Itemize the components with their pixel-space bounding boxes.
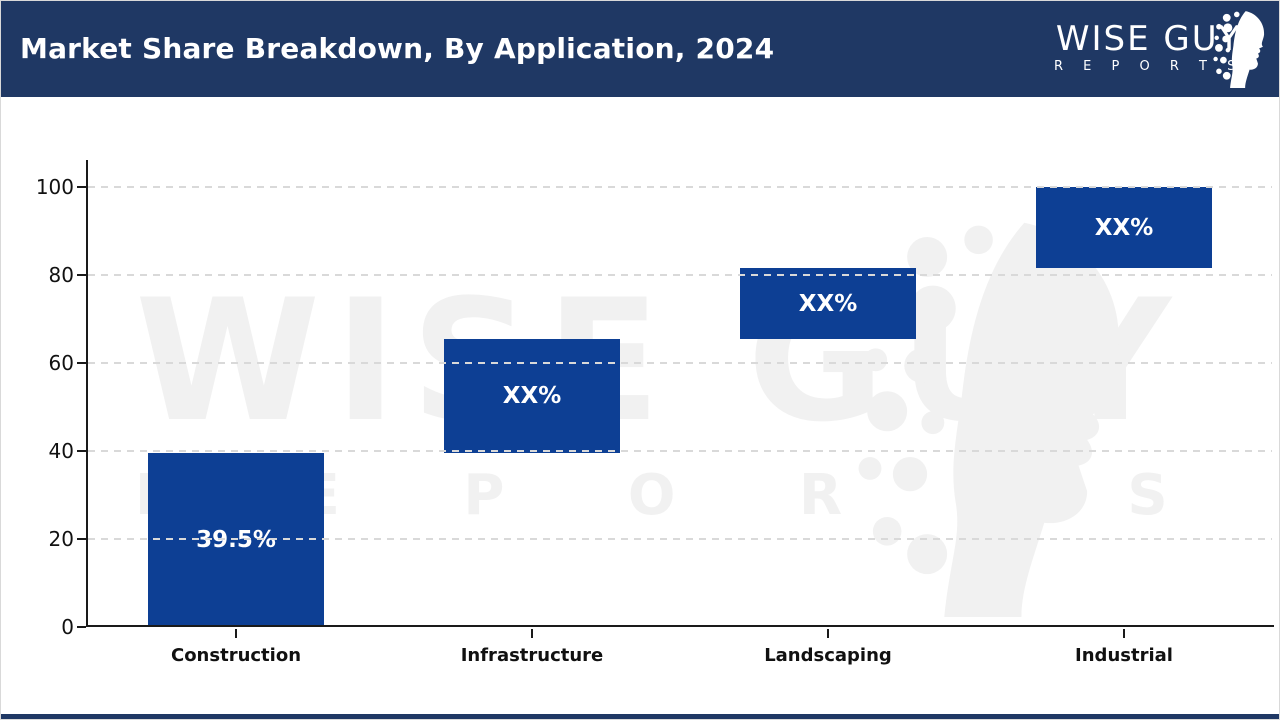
bar-value-label: 39.5%	[196, 527, 276, 554]
bar-value-label: XX%	[1094, 214, 1154, 241]
y-tick-mark-20	[77, 538, 86, 540]
x-tick-label-construction: Construction	[170, 645, 302, 666]
y-tick-label-0: 0	[61, 615, 74, 639]
x-tick-label-industrial: Industrial	[1075, 645, 1173, 666]
logo-text: WISE GUY R E P O R T S	[1054, 22, 1243, 74]
bar-construction: 39.5%	[148, 453, 324, 627]
gridline-80	[88, 274, 1272, 276]
x-tick-mark-construction	[235, 629, 237, 638]
plot-area: 0 20 40 60 80 100 39.5% Construction XX% Infrastr…	[36, 175, 1272, 666]
x-tick-label-landscaping: Landscaping	[764, 645, 892, 666]
chart-area: WISE GUY R E P O R T S 0 20 40 60 80 100 39.5%…	[0, 97, 1280, 714]
y-tick-mark-80	[77, 274, 86, 276]
logo-subtitle: R E P O R T S	[1054, 59, 1244, 74]
x-tick-mark-infrastructure	[531, 629, 533, 638]
gridline-100	[88, 186, 1272, 188]
y-tick-label-60: 60	[48, 351, 74, 375]
x-tick-mark-landscaping	[827, 629, 829, 638]
y-tick-label-100: 100	[35, 175, 74, 199]
wiseguy-logo: WISE GUY R E P O R T S	[1026, 6, 1266, 92]
y-tick-label-80: 80	[48, 263, 74, 287]
bar-industrial: XX%	[1036, 187, 1212, 269]
footer-bar	[0, 714, 1280, 720]
bar-landscaping: XX%	[740, 268, 916, 339]
logo-wordmark: WISE GUY	[1055, 19, 1242, 59]
gridline-20	[88, 538, 1272, 540]
x-axis-line	[86, 625, 1274, 627]
y-tick-label-40: 40	[48, 439, 74, 463]
gridline-40	[88, 450, 1272, 452]
header-bar: Market Share Breakdown, By Application, …	[0, 0, 1280, 97]
bar-value-label: XX%	[798, 290, 858, 317]
gridline-60	[88, 362, 1272, 364]
x-tick-label-infrastructure: Infrastructure	[460, 645, 604, 666]
page-title: Market Share Breakdown, By Application, …	[20, 32, 775, 65]
x-tick-mark-industrial	[1123, 629, 1125, 638]
y-tick-mark-0	[77, 626, 86, 628]
wiseguy-face-icon	[1213, 11, 1265, 88]
y-tick-mark-60	[77, 362, 86, 364]
y-axis-line	[86, 160, 88, 627]
y-tick-mark-40	[77, 450, 86, 452]
bar-infrastructure: XX%	[444, 338, 620, 454]
y-tick-label-20: 20	[48, 527, 74, 551]
y-tick-mark-100	[77, 186, 86, 188]
watermark-face-icon	[858, 222, 1119, 617]
bar-value-label: XX%	[502, 382, 562, 409]
